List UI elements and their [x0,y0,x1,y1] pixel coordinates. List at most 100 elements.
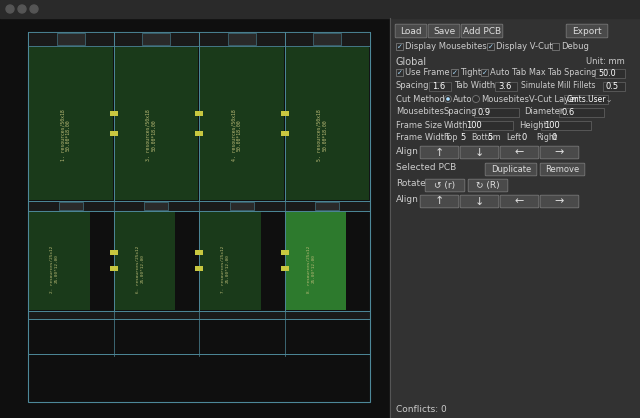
Bar [109,110,118,115]
Bar [280,110,289,115]
Bar [451,69,458,76]
Text: 0.9: 0.9 [477,108,490,117]
Text: Height: Height [519,120,547,130]
Bar [0,0,640,18]
FancyBboxPatch shape [540,146,579,159]
Text: Display Mousebites: Display Mousebites [405,42,487,51]
Bar [115,212,175,310]
Bar [200,47,284,200]
Bar [29,47,113,200]
Bar [109,266,118,271]
Text: Diameter: Diameter [524,107,563,117]
Text: 5. resources/50x18
50.00*18.00: 5. resources/50x18 50.00*18.00 [317,110,328,161]
Bar [474,108,519,117]
Text: Duplicate: Duplicate [491,165,531,174]
Bar [280,250,289,255]
Text: 100: 100 [466,121,482,130]
Bar [28,201,370,211]
Text: Use Frame: Use Frame [405,68,450,77]
Text: ⌄: ⌄ [603,94,612,104]
Text: ↺ (r): ↺ (r) [435,181,456,190]
Bar [59,202,83,210]
Text: V-Cut Layer: V-Cut Layer [529,94,578,104]
Bar [28,32,370,402]
Text: Rotate: Rotate [396,179,426,189]
Text: Mousebites: Mousebites [481,94,529,104]
Text: ↑: ↑ [435,196,444,206]
Bar [481,69,488,76]
FancyBboxPatch shape [540,163,585,176]
FancyBboxPatch shape [540,195,579,208]
Text: 0.5: 0.5 [606,82,619,91]
Circle shape [6,5,14,13]
Text: Auto: Auto [453,94,472,104]
Text: ↑: ↑ [435,148,444,158]
Text: Left: Left [506,133,521,143]
Bar [313,33,341,45]
FancyBboxPatch shape [420,195,459,208]
Text: ↓: ↓ [475,148,484,158]
Bar [57,33,84,45]
Text: Display V-Cut: Display V-Cut [496,42,552,51]
Bar [564,95,608,104]
Text: Tab Width: Tab Width [454,82,495,91]
FancyBboxPatch shape [500,195,539,208]
Bar [595,69,625,78]
Text: Spacing: Spacing [444,107,477,117]
Text: Align: Align [396,146,419,155]
Bar [559,108,604,117]
Text: Export: Export [572,26,602,36]
Text: ↓: ↓ [475,196,484,206]
Bar [144,202,168,210]
Bar [396,69,403,76]
Text: Debug: Debug [561,42,589,51]
Bar [200,212,260,310]
Text: 1.6: 1.6 [432,82,445,91]
Circle shape [446,97,450,101]
Text: 1. resources/50x18
50.00*18.00: 1. resources/50x18 50.00*18.00 [60,110,71,161]
Text: ✓: ✓ [452,69,458,76]
Bar [463,121,513,130]
Text: Cut Method: Cut Method [396,94,445,104]
FancyBboxPatch shape [396,24,427,38]
Bar [29,212,90,310]
Text: 0.6: 0.6 [562,108,575,117]
Text: ↻ (R): ↻ (R) [476,181,500,190]
Bar [230,202,253,210]
Bar [285,212,346,310]
Text: 100: 100 [544,121,560,130]
Text: Frame Width: Frame Width [396,133,449,143]
Text: Remove: Remove [545,165,580,174]
Text: 5: 5 [487,133,492,143]
Bar [603,82,625,91]
Text: 6. resources/25x12
25.00*12.00: 6. resources/25x12 25.00*12.00 [136,245,145,293]
Text: Add PCB: Add PCB [463,26,501,36]
Text: Unit: mm: Unit: mm [586,57,625,66]
Bar [541,121,591,130]
Text: Mousebites: Mousebites [396,107,444,117]
Bar [195,266,203,271]
Text: Cmts.User: Cmts.User [567,95,607,104]
Text: Load: Load [400,26,422,36]
Text: 50.0: 50.0 [598,69,616,78]
Bar [390,18,640,418]
Text: →: → [555,148,564,158]
Bar [495,82,517,91]
Text: Save: Save [433,26,455,36]
Bar [28,311,370,319]
Text: Top: Top [444,133,458,143]
FancyBboxPatch shape [461,24,503,38]
Text: Right: Right [536,133,557,143]
FancyBboxPatch shape [460,195,499,208]
Bar [0,18,390,418]
FancyBboxPatch shape [425,179,465,192]
Text: Simulate Mill Fillets: Simulate Mill Fillets [521,82,595,91]
Text: →: → [555,196,564,206]
Text: Auto Tab: Auto Tab [490,68,526,77]
Text: 7. resources/25x12
25.00*12.00: 7. resources/25x12 25.00*12.00 [221,245,230,293]
Text: ✓: ✓ [488,43,493,49]
Text: 4. resources/50x18
50.00*18.00: 4. resources/50x18 50.00*18.00 [231,110,242,161]
Circle shape [30,5,38,13]
Text: Selected PCB: Selected PCB [396,163,456,173]
Text: 2. resources/25x12
25.00*12.00: 2. resources/25x12 25.00*12.00 [51,245,59,293]
